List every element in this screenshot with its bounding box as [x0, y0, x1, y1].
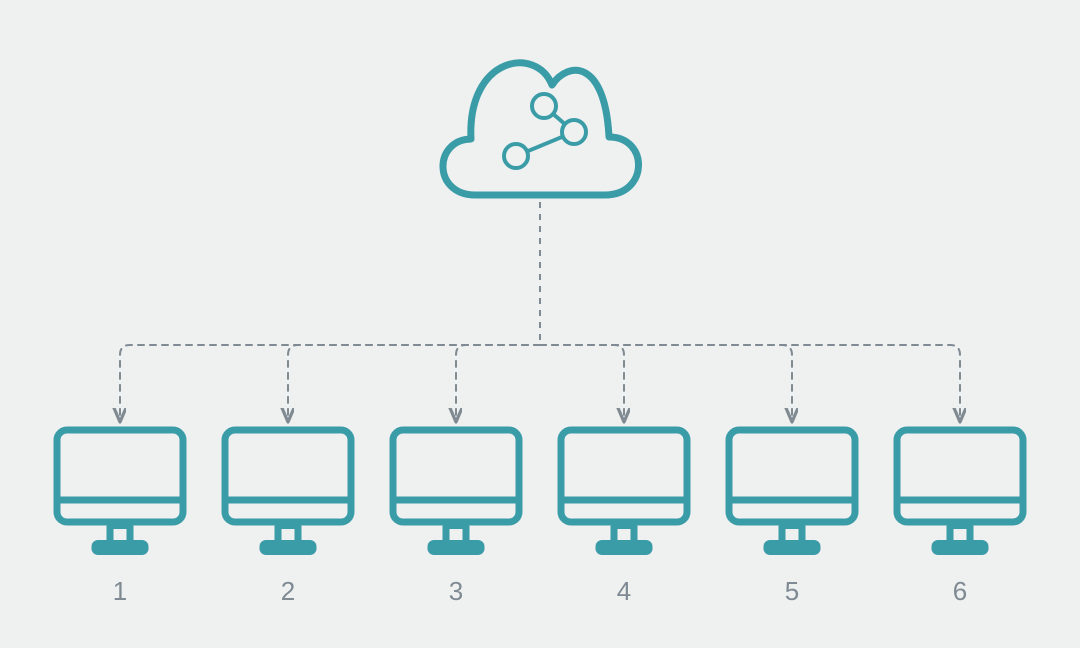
client-label: 4 [617, 576, 631, 606]
client-label: 5 [785, 576, 799, 606]
diagram-root: 1 2 3 4 5 6 [0, 0, 1080, 648]
monitor-base [935, 544, 985, 552]
monitor-base [767, 544, 817, 552]
monitor-base [263, 544, 313, 552]
client-label: 2 [281, 576, 295, 606]
monitor-base [599, 544, 649, 552]
share-node-icon [562, 120, 586, 144]
client-label: 3 [449, 576, 463, 606]
share-node-icon [532, 94, 556, 118]
client-label: 1 [113, 576, 127, 606]
share-node-icon [504, 144, 528, 168]
client-label: 6 [953, 576, 967, 606]
monitor-base [431, 544, 481, 552]
monitor-base [95, 544, 145, 552]
